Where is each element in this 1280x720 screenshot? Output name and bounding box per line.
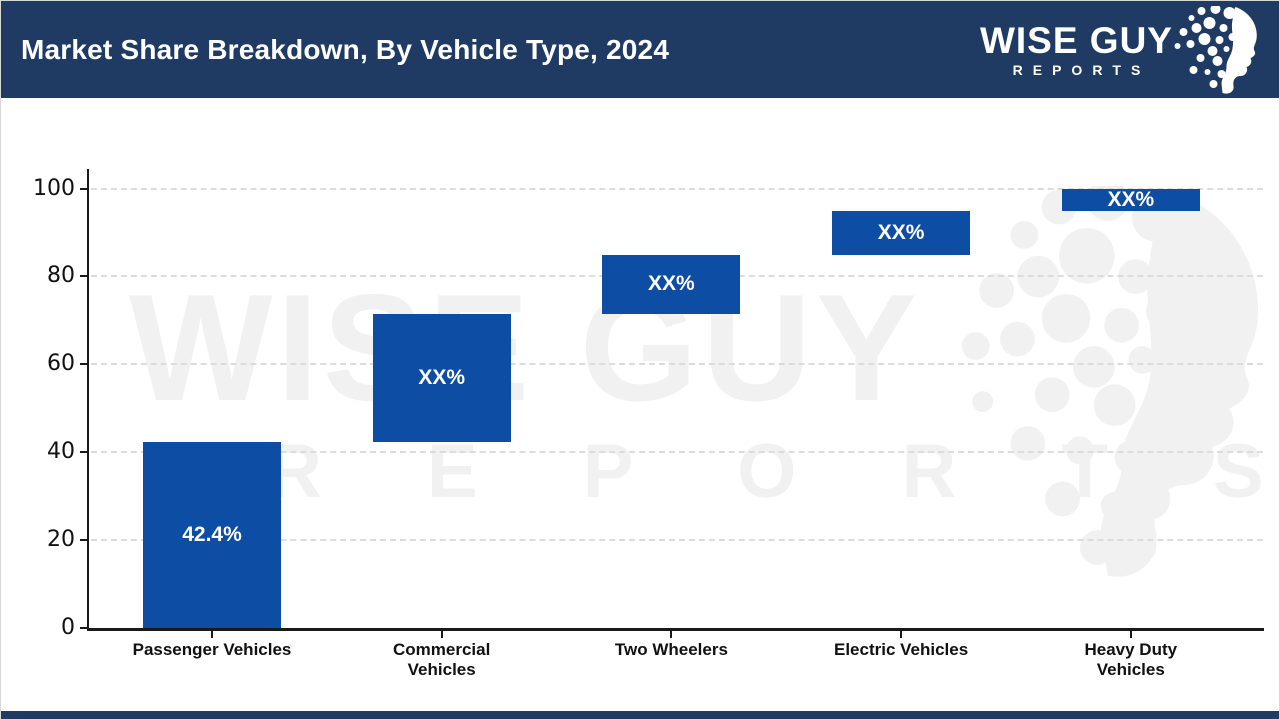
x-tick-label: Passenger Vehicles [132, 640, 292, 659]
gridline-60 [91, 363, 1263, 366]
x-tick-label: Commercial Vehicles [393, 640, 491, 679]
gridline-20 [91, 539, 1263, 542]
page-title: Market Share Breakdown, By Vehicle Type,… [21, 33, 670, 65]
x-axis-line [87, 628, 1264, 631]
brand-subname: REPORTS [1012, 61, 1151, 78]
y-tick-label: 20 [47, 527, 75, 553]
y-tick [80, 363, 87, 366]
x-tick-label: Two Wheelers [614, 640, 728, 659]
y-tick-label: 100 [33, 175, 75, 201]
x-tick [440, 631, 443, 638]
y-tick-label: 80 [47, 263, 75, 289]
watermark-wise-guy: WISE GUY [129, 263, 922, 433]
y-tick [80, 275, 87, 278]
bar-two-wheelers: XX% [602, 254, 741, 314]
bar-value-label: XX% [418, 365, 466, 389]
y-tick [80, 627, 87, 629]
bar-electric-vehicles: XX% [832, 210, 971, 255]
y-tick [80, 451, 87, 454]
footer-bar [1, 711, 1279, 719]
bar-value-label: 42.4% [182, 522, 242, 546]
watermark-reports: R E P O R T S [267, 429, 1280, 514]
bar-passenger-vehicles: 42.4% [143, 441, 281, 628]
y-tick-label: 60 [47, 351, 75, 377]
x-tick-label: Heavy Duty Vehicles [1084, 640, 1178, 679]
bar-heavy-duty-vehicles: XX% [1061, 187, 1200, 211]
header-bar: Market Share Breakdown, By Vehicle Type,… [1, 1, 1279, 98]
y-tick [80, 539, 87, 542]
logo-face-icon [1174, 5, 1257, 94]
bar-commercial-vehicles: XX% [372, 313, 511, 442]
y-tick [80, 187, 87, 190]
x-tick [900, 631, 903, 638]
gridline-40 [91, 451, 1263, 454]
gridline-100 [91, 187, 1263, 190]
y-axis-line [87, 169, 89, 630]
x-tick [211, 631, 213, 638]
bar-value-label: XX% [1107, 187, 1155, 211]
y-tick-label: 0 [61, 615, 75, 640]
brand-logo: WISE GUY REPORTS [979, 5, 1279, 94]
bar-value-label: XX% [648, 272, 695, 296]
brand-name: WISE GUY [979, 19, 1173, 61]
bar-value-label: XX% [877, 220, 925, 244]
x-tick [1129, 631, 1132, 638]
x-tick [670, 631, 673, 638]
y-tick-label: 40 [47, 439, 75, 465]
x-tick-label: Electric Vehicles [833, 640, 969, 659]
